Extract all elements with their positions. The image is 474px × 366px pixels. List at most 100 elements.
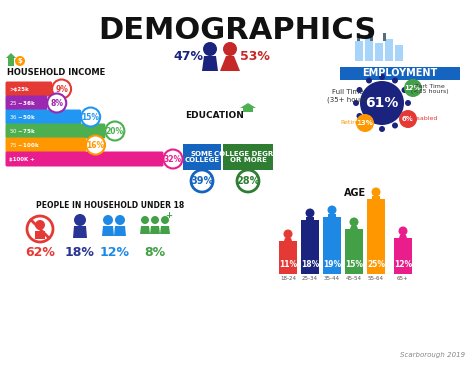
Text: SOME
COLLEGE: SOME COLLEGE <box>184 150 219 164</box>
Circle shape <box>223 42 237 56</box>
Text: 55-64: 55-64 <box>368 276 384 281</box>
Text: 62%: 62% <box>25 246 55 259</box>
FancyBboxPatch shape <box>357 33 360 41</box>
Text: Retired: Retired <box>341 120 363 126</box>
Text: 8%: 8% <box>50 98 63 108</box>
Text: Scarborough 2019: Scarborough 2019 <box>400 352 465 358</box>
FancyBboxPatch shape <box>6 82 52 97</box>
Circle shape <box>366 123 372 128</box>
Text: 65+: 65+ <box>397 276 409 281</box>
FancyBboxPatch shape <box>345 229 363 274</box>
FancyBboxPatch shape <box>6 123 105 138</box>
Circle shape <box>399 110 417 128</box>
Text: 16%: 16% <box>86 141 105 149</box>
Circle shape <box>360 81 404 125</box>
Circle shape <box>15 56 25 66</box>
Text: AGE: AGE <box>344 188 366 198</box>
Polygon shape <box>202 56 218 71</box>
FancyBboxPatch shape <box>365 36 373 61</box>
Text: 18%: 18% <box>65 246 95 259</box>
Polygon shape <box>35 231 45 239</box>
Polygon shape <box>348 226 360 235</box>
Text: 11%: 11% <box>279 260 297 269</box>
Text: 6%: 6% <box>402 116 414 122</box>
Circle shape <box>47 93 66 112</box>
Circle shape <box>372 187 381 197</box>
Polygon shape <box>140 226 150 234</box>
Circle shape <box>105 122 124 141</box>
FancyBboxPatch shape <box>355 41 363 61</box>
FancyBboxPatch shape <box>6 138 86 153</box>
Text: PEOPLE IN HOUSEHOLD UNDER 18: PEOPLE IN HOUSEHOLD UNDER 18 <box>36 201 184 210</box>
Circle shape <box>81 108 100 127</box>
Text: DEMOGRAPHICS: DEMOGRAPHICS <box>98 16 376 45</box>
Polygon shape <box>114 226 126 236</box>
Polygon shape <box>243 108 253 112</box>
FancyBboxPatch shape <box>375 43 383 61</box>
FancyBboxPatch shape <box>385 39 393 61</box>
Polygon shape <box>6 53 16 58</box>
Text: $100K +: $100K + <box>9 157 35 161</box>
Text: EDUCATION: EDUCATION <box>185 111 244 120</box>
FancyBboxPatch shape <box>301 220 319 274</box>
Text: HOUSEHOLD INCOME: HOUSEHOLD INCOME <box>7 68 105 77</box>
Text: 53%: 53% <box>240 49 270 63</box>
FancyBboxPatch shape <box>6 109 81 124</box>
Circle shape <box>356 87 363 93</box>
FancyBboxPatch shape <box>370 33 373 41</box>
Text: 25-34: 25-34 <box>302 276 318 281</box>
Circle shape <box>349 217 358 227</box>
Text: $75-$100k: $75-$100k <box>9 141 40 149</box>
Polygon shape <box>220 56 240 71</box>
Circle shape <box>161 216 169 224</box>
Text: 35-44: 35-44 <box>324 276 340 281</box>
Circle shape <box>164 149 182 168</box>
Circle shape <box>399 227 408 235</box>
FancyBboxPatch shape <box>394 238 412 274</box>
Circle shape <box>401 87 408 93</box>
Polygon shape <box>306 217 314 226</box>
Text: COLLEGE DEGREE
OR MORE: COLLEGE DEGREE OR MORE <box>214 150 283 164</box>
Circle shape <box>366 78 372 83</box>
Text: 13%: 13% <box>356 120 374 126</box>
Text: 25%: 25% <box>367 260 385 269</box>
FancyBboxPatch shape <box>183 144 221 170</box>
Text: 12%: 12% <box>405 85 421 91</box>
Circle shape <box>392 78 398 83</box>
Circle shape <box>404 79 422 97</box>
Polygon shape <box>372 196 380 205</box>
Circle shape <box>401 113 408 119</box>
Text: $36-$50k: $36-$50k <box>9 113 36 121</box>
Text: 15%: 15% <box>345 260 363 269</box>
Circle shape <box>141 216 149 224</box>
Text: $25-$36k: $25-$36k <box>9 99 36 107</box>
Text: 47%: 47% <box>173 49 203 63</box>
Text: 9%: 9% <box>55 85 68 93</box>
Circle shape <box>86 135 105 154</box>
Circle shape <box>74 214 86 226</box>
FancyBboxPatch shape <box>340 67 460 80</box>
Polygon shape <box>150 226 160 234</box>
FancyBboxPatch shape <box>367 199 385 274</box>
FancyBboxPatch shape <box>6 152 164 167</box>
Text: 61%: 61% <box>365 96 399 110</box>
Circle shape <box>379 74 385 80</box>
Circle shape <box>203 42 217 56</box>
Circle shape <box>237 170 259 192</box>
Text: Disabled: Disabled <box>410 116 438 122</box>
Polygon shape <box>102 226 114 236</box>
Text: 45-54: 45-54 <box>346 276 362 281</box>
Text: Full Time
(35+ hours): Full Time (35+ hours) <box>327 89 369 103</box>
Polygon shape <box>282 238 294 247</box>
Circle shape <box>405 100 411 106</box>
Text: 18-24: 18-24 <box>280 276 296 281</box>
FancyBboxPatch shape <box>279 241 297 274</box>
Circle shape <box>52 79 71 98</box>
Polygon shape <box>160 226 170 234</box>
Text: 19%: 19% <box>323 260 341 269</box>
Circle shape <box>306 209 315 217</box>
Text: 20%: 20% <box>106 127 124 135</box>
Circle shape <box>35 220 45 230</box>
Text: EMPLOYMENT: EMPLOYMENT <box>363 68 438 78</box>
Text: 18%: 18% <box>301 260 319 269</box>
